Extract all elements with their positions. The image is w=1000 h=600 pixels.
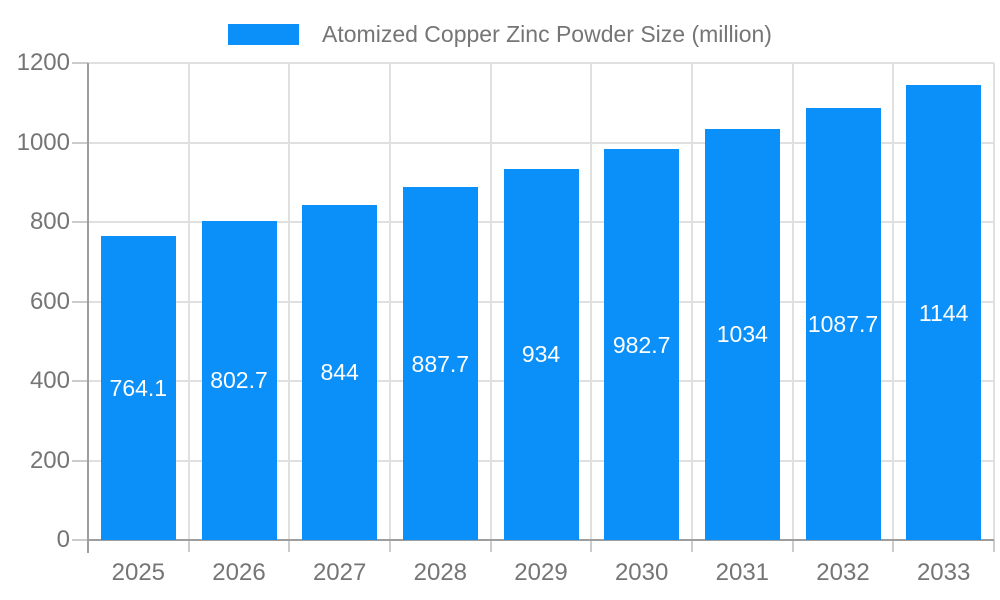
y-axis-label: 0 [56, 526, 70, 553]
x-tick [389, 540, 391, 552]
bar[interactable] [805, 107, 881, 540]
x-tick [691, 540, 693, 552]
bar[interactable] [503, 168, 579, 540]
bar[interactable] [201, 220, 277, 540]
y-tick [72, 459, 88, 462]
bar-value-label: 1144 [918, 299, 969, 326]
legend: Atomized Copper Zinc Powder Size (millio… [0, 17, 1000, 51]
y-axis-label: 600 [29, 287, 70, 315]
y-tick [72, 380, 88, 382]
x-axis-label: 2025 [111, 559, 166, 586]
v-gridline [993, 63, 995, 540]
bar-value-label: 764.1 [109, 375, 168, 402]
y-axis-line [87, 63, 89, 553]
x-axis-label: 2028 [413, 559, 468, 586]
bar-value-label: 1087.7 [807, 310, 879, 337]
y-axis-label: 1200 [16, 49, 70, 76]
y-tick [72, 62, 88, 64]
y-gridline [88, 62, 994, 64]
y-axis-label: 800 [29, 208, 70, 235]
bar[interactable] [704, 128, 780, 540]
y-tick [72, 300, 88, 303]
bar[interactable] [402, 187, 478, 540]
y-tick [72, 539, 88, 541]
y-axis-label: 400 [29, 367, 70, 394]
bar[interactable] [302, 204, 378, 540]
x-axis-label: 2027 [312, 559, 367, 586]
y-tick [72, 221, 88, 223]
bar-value-label: 887.7 [411, 350, 470, 377]
x-axis-label: 2030 [614, 559, 669, 586]
x-axis-label: 2031 [715, 559, 770, 586]
x-tick [590, 540, 593, 552]
legend-label: Atomized Copper Zinc Powder Size (millio… [322, 20, 772, 47]
x-tick [288, 540, 291, 552]
bar-value-label: 1034 [716, 321, 768, 348]
x-axis-line [88, 539, 994, 541]
y-gridline [88, 141, 994, 144]
x-tick [489, 540, 492, 552]
x-tick [993, 540, 995, 552]
x-tick [892, 540, 895, 552]
bar[interactable] [604, 149, 680, 540]
bar[interactable] [100, 236, 176, 540]
bar-value-label: 934 [521, 341, 561, 368]
y-tick [72, 141, 88, 144]
x-tick [791, 540, 794, 552]
bar-value-label: 844 [320, 359, 359, 386]
x-axis-label: 2033 [916, 559, 971, 586]
y-axis-label: 1000 [16, 128, 70, 156]
bar-value-label: 982.7 [612, 331, 671, 358]
x-tick [187, 540, 190, 552]
legend-swatch[interactable] [228, 23, 300, 45]
bar-value-label: 802.7 [210, 367, 268, 394]
x-axis-label: 2029 [514, 559, 568, 586]
x-axis-label: 2026 [212, 559, 266, 586]
x-axis-label: 2032 [816, 559, 870, 586]
y-axis-label: 200 [29, 446, 70, 474]
bar[interactable] [906, 85, 982, 540]
